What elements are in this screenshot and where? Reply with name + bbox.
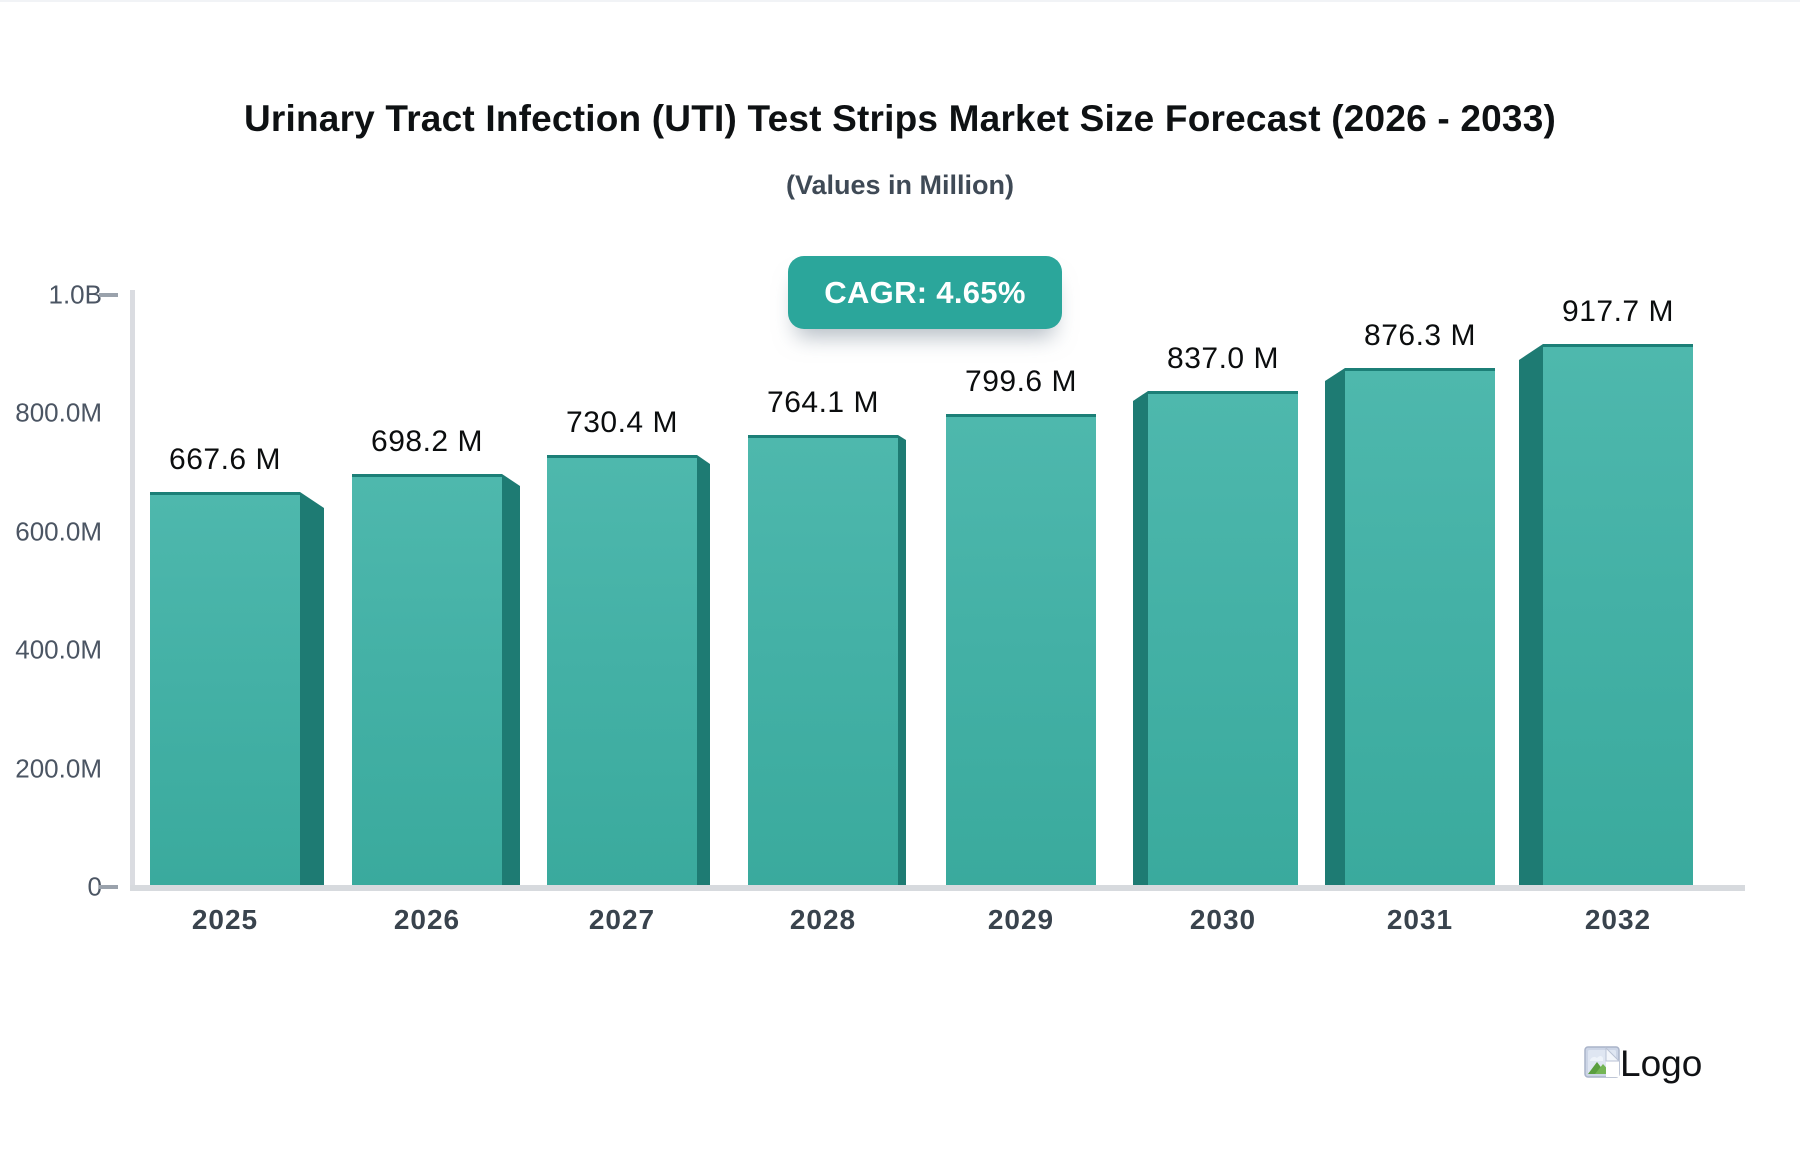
y-tick-mark bbox=[99, 885, 118, 889]
bar-value-label-2027: 730.4 M bbox=[566, 406, 678, 439]
x-axis-baseline bbox=[130, 885, 1745, 891]
bar-side-face-2030 bbox=[1133, 391, 1148, 887]
bar-2026[interactable] bbox=[352, 474, 502, 887]
bar-value-label-2029: 799.6 M bbox=[965, 365, 1077, 398]
bar-value-label-2028: 764.1 M bbox=[767, 386, 879, 419]
broken-image-icon bbox=[1584, 1046, 1620, 1078]
bar-side-face-2026 bbox=[502, 474, 520, 887]
x-tick-label-2030: 2030 bbox=[1189, 904, 1257, 935]
bar-side-face-2027 bbox=[697, 455, 710, 887]
bar-2031[interactable] bbox=[1345, 368, 1495, 887]
bar-2028[interactable] bbox=[748, 435, 898, 887]
y-tick-label-1.0B: 1.0B bbox=[48, 279, 103, 310]
bar-value-label-2032: 917.7 M bbox=[1562, 295, 1674, 328]
logo-text: Logo bbox=[1620, 1043, 1703, 1084]
cagr-badge: CAGR: 4.65% bbox=[788, 256, 1062, 329]
x-tick-label-2031: 2031 bbox=[1386, 904, 1454, 935]
x-tick-label-2032: 2032 bbox=[1584, 904, 1652, 935]
y-tick-label-800.0M: 800.0M bbox=[15, 397, 102, 428]
logo: Logo bbox=[1584, 1040, 1702, 1088]
chart-title: Urinary Tract Infection (UTI) Test Strip… bbox=[244, 98, 1556, 139]
y-tick-label-200.0M: 200.0M bbox=[15, 753, 102, 784]
bar-side-face-2031 bbox=[1325, 368, 1345, 887]
y-tick-mark bbox=[99, 293, 118, 297]
cagr-badge-label: CAGR: 4.65% bbox=[824, 274, 1026, 310]
bar-2032[interactable] bbox=[1543, 344, 1693, 887]
bar-value-label-2030: 837.0 M bbox=[1167, 342, 1279, 375]
x-tick-label-2025: 2025 bbox=[191, 904, 259, 935]
y-tick-label-0: 0 bbox=[87, 871, 102, 902]
bar-2029[interactable] bbox=[946, 414, 1096, 887]
bar-side-face-2032 bbox=[1519, 344, 1543, 887]
y-tick-label-400.0M: 400.0M bbox=[15, 634, 102, 665]
bar-value-label-2025: 667.6 M bbox=[169, 443, 281, 476]
x-tick-label-2026: 2026 bbox=[393, 904, 461, 935]
bar-2030[interactable] bbox=[1148, 391, 1298, 887]
x-tick-label-2029: 2029 bbox=[987, 904, 1055, 935]
bar-side-face-2025 bbox=[300, 492, 324, 887]
y-tick-label-600.0M: 600.0M bbox=[15, 516, 102, 547]
bar-side-face-2028 bbox=[898, 435, 906, 887]
chart-subtitle: (Values in Million) bbox=[785, 170, 1015, 200]
x-tick-label-2028: 2028 bbox=[789, 904, 857, 935]
bar-2025[interactable] bbox=[150, 492, 300, 887]
y-axis-line bbox=[130, 290, 135, 891]
x-tick-label-2027: 2027 bbox=[588, 904, 656, 935]
bar-value-label-2026: 698.2 M bbox=[371, 425, 483, 458]
bar-value-label-2031: 876.3 M bbox=[1364, 319, 1476, 352]
bar-2027[interactable] bbox=[547, 455, 697, 887]
